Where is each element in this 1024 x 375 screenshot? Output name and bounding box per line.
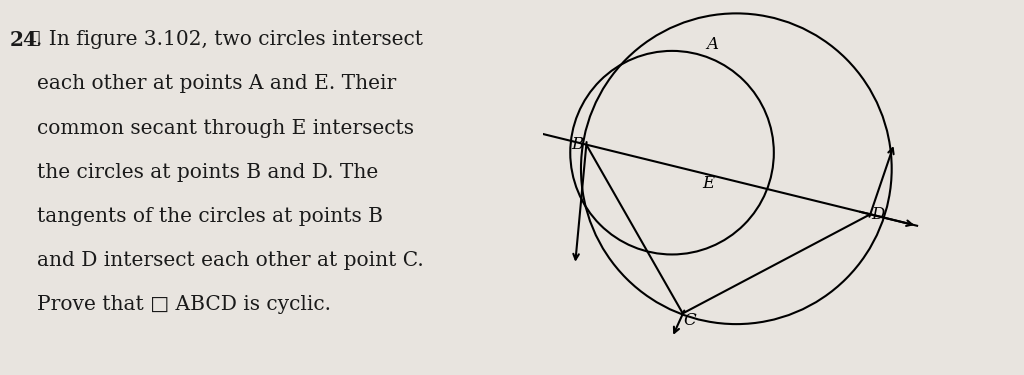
Text: Prove that □ ABCD is cyclic.: Prove that □ ABCD is cyclic. [37, 296, 331, 315]
Text: D: D [871, 206, 885, 223]
Text: E: E [702, 175, 715, 192]
Text: ★: ★ [29, 30, 39, 47]
Text: the circles at points B and D. The: the circles at points B and D. The [37, 163, 378, 182]
Text: 24: 24 [9, 30, 37, 50]
Text: each other at points A and E. Their: each other at points A and E. Their [37, 74, 396, 93]
Text: common secant through E intersects: common secant through E intersects [37, 118, 414, 138]
Text: A: A [707, 36, 718, 53]
Text: C: C [683, 312, 696, 328]
Text: B: B [570, 136, 583, 153]
Text: and D intersect each other at point C.: and D intersect each other at point C. [37, 251, 424, 270]
Text: tangents of the circles at points B: tangents of the circles at points B [37, 207, 383, 226]
Text: . In figure 3.102, two circles intersect: . In figure 3.102, two circles intersect [37, 30, 423, 49]
